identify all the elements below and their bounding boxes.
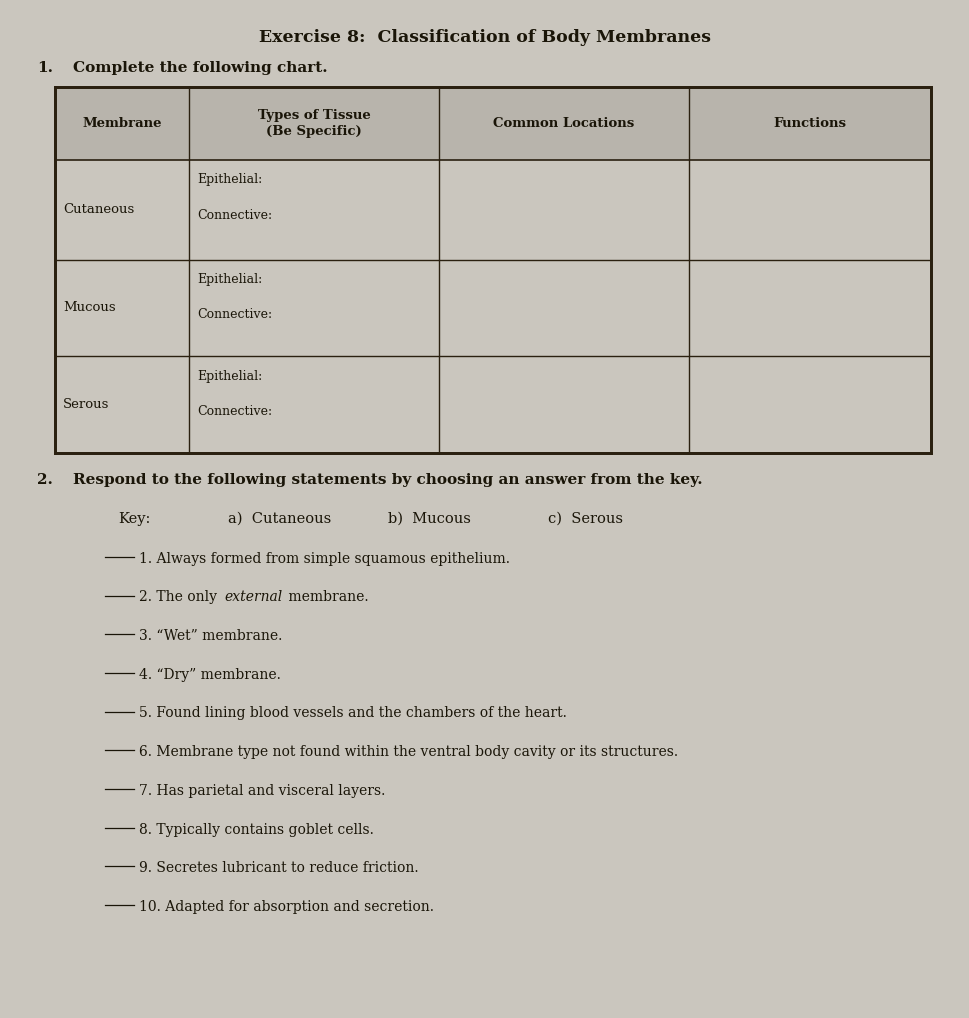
Text: Serous: Serous	[63, 398, 109, 411]
Text: Cutaneous: Cutaneous	[63, 204, 134, 216]
Text: 10. Adapted for absorption and secretion.: 10. Adapted for absorption and secretion…	[139, 900, 433, 914]
Text: 4. “Dry” membrane.: 4. “Dry” membrane.	[139, 668, 280, 682]
Text: 1.: 1.	[37, 61, 52, 75]
Text: Types of Tissue
(Be Specific): Types of Tissue (Be Specific)	[258, 109, 370, 137]
Text: Complete the following chart.: Complete the following chart.	[73, 61, 328, 75]
Text: 6. Membrane type not found within the ventral body cavity or its structures.: 6. Membrane type not found within the ve…	[139, 745, 677, 759]
Text: 2. The only: 2. The only	[139, 590, 221, 605]
Bar	[55, 87, 930, 160]
Text: Epithelial:: Epithelial:	[197, 273, 262, 286]
Text: Respond to the following statements by choosing an answer from the key.: Respond to the following statements by c…	[73, 473, 702, 488]
Text: Connective:: Connective:	[197, 209, 272, 222]
Bar	[55, 87, 930, 453]
Text: 2.: 2.	[37, 473, 52, 488]
Text: Membrane: Membrane	[82, 117, 162, 129]
Text: Common Locations: Common Locations	[492, 117, 634, 129]
Text: external: external	[224, 590, 282, 605]
Text: 5. Found lining blood vessels and the chambers of the heart.: 5. Found lining blood vessels and the ch…	[139, 706, 566, 721]
Text: 3. “Wet” membrane.: 3. “Wet” membrane.	[139, 629, 282, 643]
Text: 7. Has parietal and visceral layers.: 7. Has parietal and visceral layers.	[139, 784, 385, 798]
Text: c)  Serous: c) Serous	[547, 512, 622, 526]
Text: membrane.: membrane.	[284, 590, 368, 605]
Text: 8. Typically contains goblet cells.: 8. Typically contains goblet cells.	[139, 823, 373, 837]
Text: Key:: Key:	[118, 512, 150, 526]
Text: Epithelial:: Epithelial:	[197, 370, 262, 383]
Text: Connective:: Connective:	[197, 405, 272, 418]
Text: Mucous: Mucous	[63, 301, 115, 315]
Text: 1. Always formed from simple squamous epithelium.: 1. Always formed from simple squamous ep…	[139, 552, 509, 566]
Text: Functions: Functions	[772, 117, 846, 129]
Text: b)  Mucous: b) Mucous	[388, 512, 470, 526]
Text: Exercise 8:  Classification of Body Membranes: Exercise 8: Classification of Body Membr…	[259, 29, 710, 46]
Text: a)  Cutaneous: a) Cutaneous	[228, 512, 330, 526]
Text: Connective:: Connective:	[197, 308, 272, 322]
Text: Epithelial:: Epithelial:	[197, 173, 262, 186]
Text: 9. Secretes lubricant to reduce friction.: 9. Secretes lubricant to reduce friction…	[139, 861, 418, 875]
